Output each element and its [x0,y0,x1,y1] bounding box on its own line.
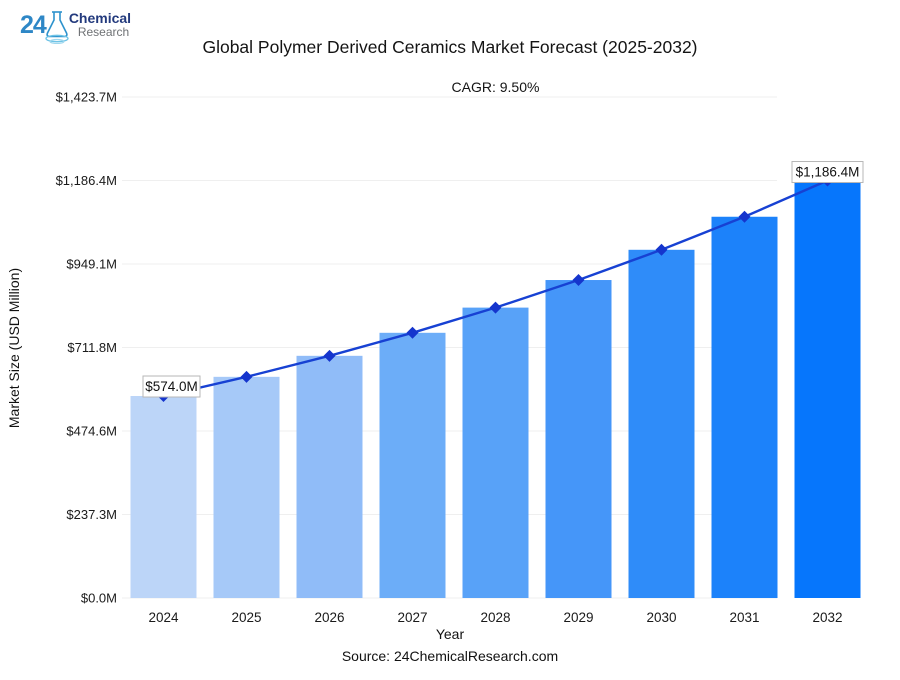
y-tick-label: $1,423.7M [56,90,117,105]
flask-icon [45,11,69,44]
data-point-marker-2031[interactable] [738,210,751,223]
x-tick-label: 2026 [314,610,344,625]
data-point-marker-2026[interactable] [323,349,336,362]
bar-2029[interactable] [545,280,612,598]
data-point-marker-2030[interactable] [655,243,668,256]
bar-2030[interactable] [628,249,695,598]
logo-line2: Research [77,25,130,39]
x-tick-label: 2032 [812,610,842,625]
logo-line1: Chemical [68,10,132,26]
value-callout-label: $574.0M [145,379,198,394]
bar-2031[interactable] [711,216,778,598]
data-point-marker-2029[interactable] [572,274,585,287]
x-tick-label: 2030 [646,610,676,625]
bar-2028[interactable] [462,307,529,598]
value-callout-box [142,375,201,398]
data-point-marker-2025[interactable] [240,370,253,383]
y-tick-label: $949.1M [66,257,117,272]
page-title: Global Polymer Derived Ceramics Market F… [202,37,698,57]
x-tick-label: 2027 [397,610,427,625]
x-axis-title: Year [435,626,465,642]
x-tick-label: 2025 [231,610,261,625]
x-tick-label: 2031 [729,610,759,625]
x-tick-label: 2029 [563,610,593,625]
logo-text: Chemical Research [69,11,131,39]
x-tick-label: 2028 [480,610,510,625]
chart-subtitle: CAGR: 9.50% [451,79,540,95]
logo-number: 24 [20,11,47,39]
logo: 24 Chemical Research [20,8,131,44]
bar-2025[interactable] [213,376,280,598]
data-point-marker-2027[interactable] [406,326,419,339]
y-tick-label: $0.0M [81,591,117,606]
y-tick-label: $237.3M [66,507,117,522]
bar-2027[interactable] [379,332,446,598]
y-tick-label: $711.8M [67,340,117,355]
bar-2026[interactable] [296,355,363,598]
source-attribution: Source: 24ChemicalResearch.com [341,648,559,664]
value-callout-box [791,161,864,184]
y-tick-label: $1,186.4M [56,173,117,188]
y-tick-label: $474.6M [66,423,117,438]
bar-2032[interactable] [794,180,861,598]
data-point-marker-2028[interactable] [489,301,502,314]
bar-2024[interactable] [130,396,197,598]
x-tick-label: 2024 [148,610,179,625]
value-callout-label: $1,186.4M [796,165,860,180]
